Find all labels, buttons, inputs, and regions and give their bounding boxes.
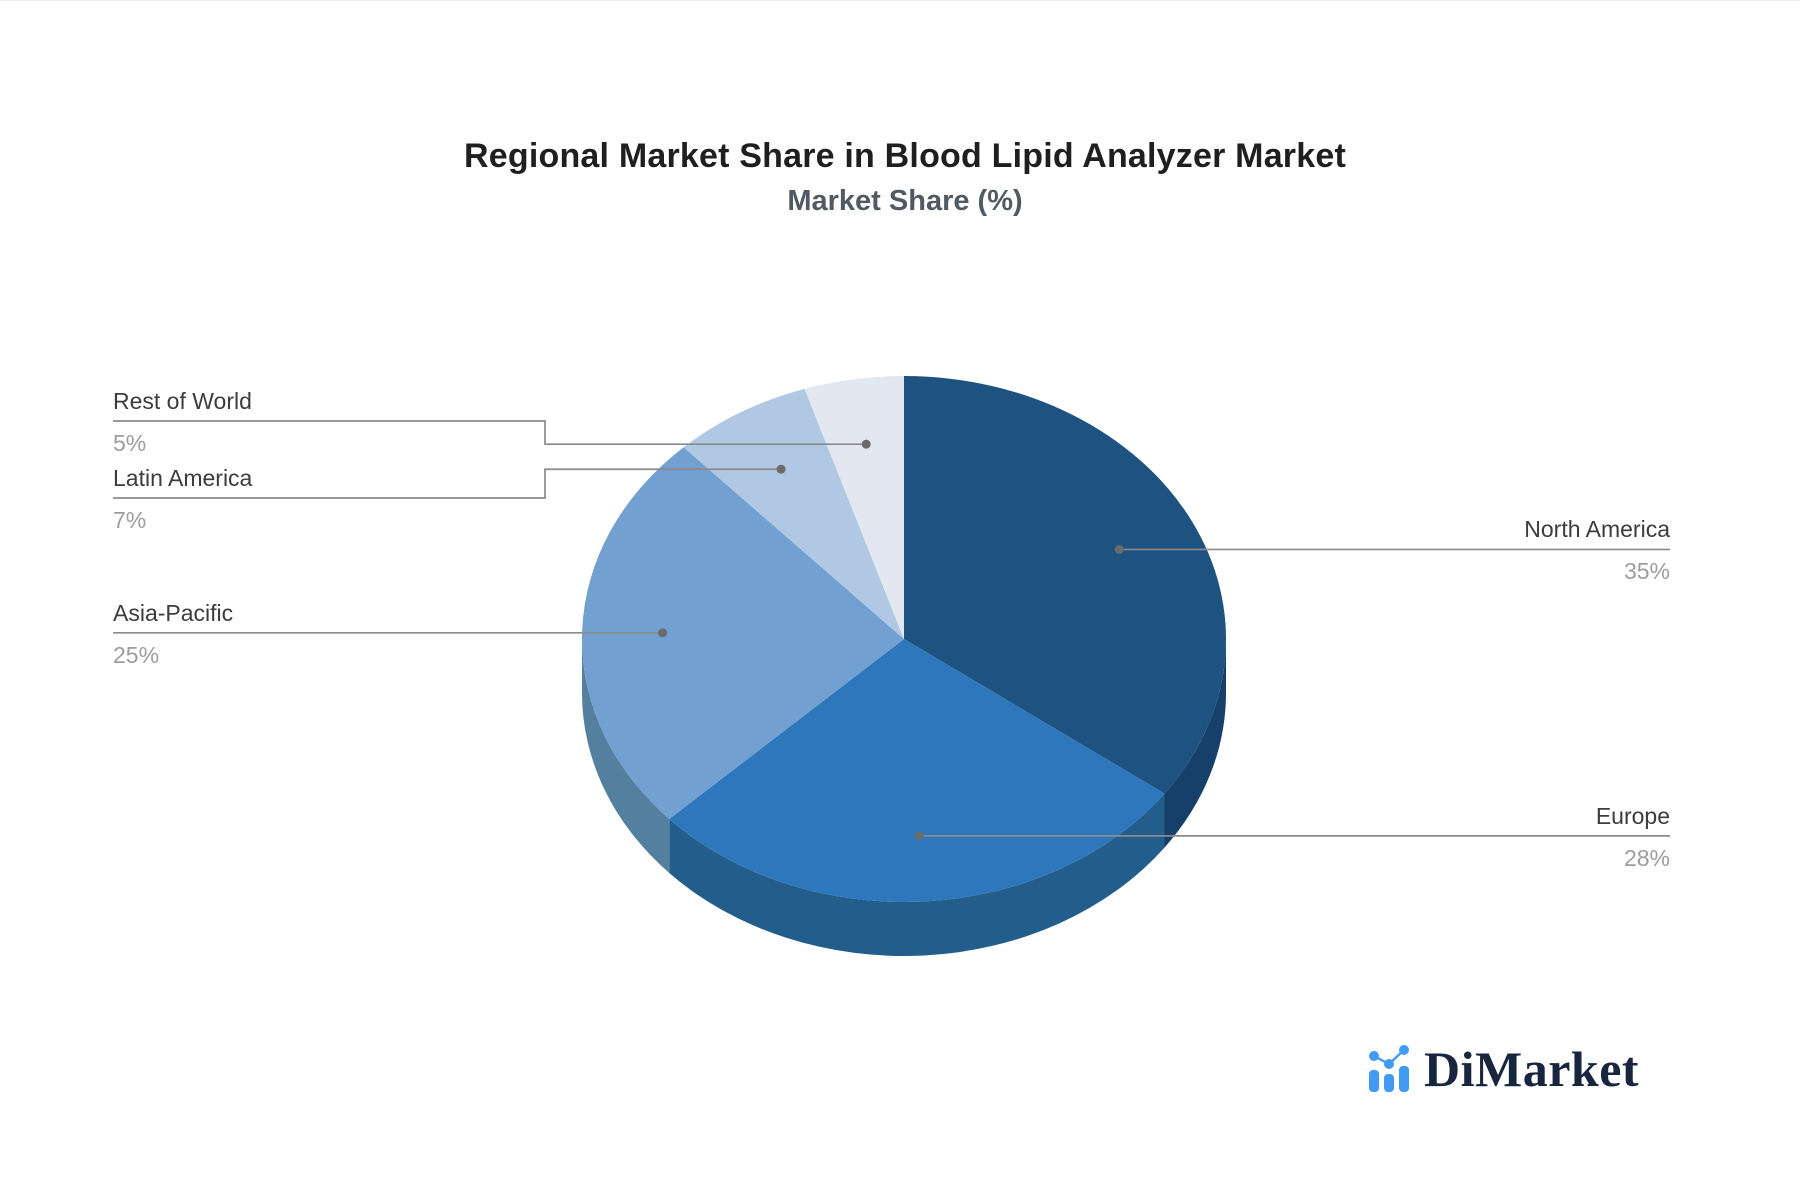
leader-dot-asia-pacific [658,628,668,638]
pie-slice-north-america [904,376,1226,794]
leader-line-rest-of-world [113,420,867,446]
leader-dot-rest-of-world [861,439,871,449]
callout-label-region-2: Asia-Pacific [113,599,234,626]
callout-label-region-1: Europe [1595,802,1670,829]
leader-dot-latin-america [776,464,786,474]
pie-slice-side-asia-pacific [582,639,670,874]
leader-line-latin-america [113,468,782,499]
callout-value-region-2: 25% [113,641,160,668]
callout-value-region-4: 5% [113,430,147,456]
pie-slice-asia-pacific [582,447,904,820]
pie-slice-side-europe [669,793,1165,957]
pie-slice-latin-america [683,388,904,639]
bar-chart-icon [1369,1045,1409,1092]
pie-slices [582,376,1226,902]
callout-value-region-1: 28% [1623,844,1670,871]
pie-slice-rest-of-world [804,376,904,639]
callout-value-region-0: 35% [1623,558,1670,585]
callout-label-region-0: North America [1524,516,1670,543]
pie-3d-sides [582,639,1226,957]
callout-leader-lines [113,420,1670,837]
leader-dot-europe [914,831,924,841]
chart-title: Regional Market Share in Blood Lipid Ana… [464,137,1346,175]
chart-subtitle: Market Share (%) [787,185,1023,217]
callout-dots [658,439,1124,841]
brand-name: DiMarket [1424,1041,1640,1097]
pie-slice-side-north-america [1164,639,1226,848]
callout-value-region-3: 7% [113,507,147,533]
brand-logo: DiMarket [1367,1041,1640,1097]
leader-dot-north-america [1114,544,1124,554]
callout-label-region-4: Rest of World [113,388,252,414]
callout-label-region-3: Latin America [113,465,253,491]
